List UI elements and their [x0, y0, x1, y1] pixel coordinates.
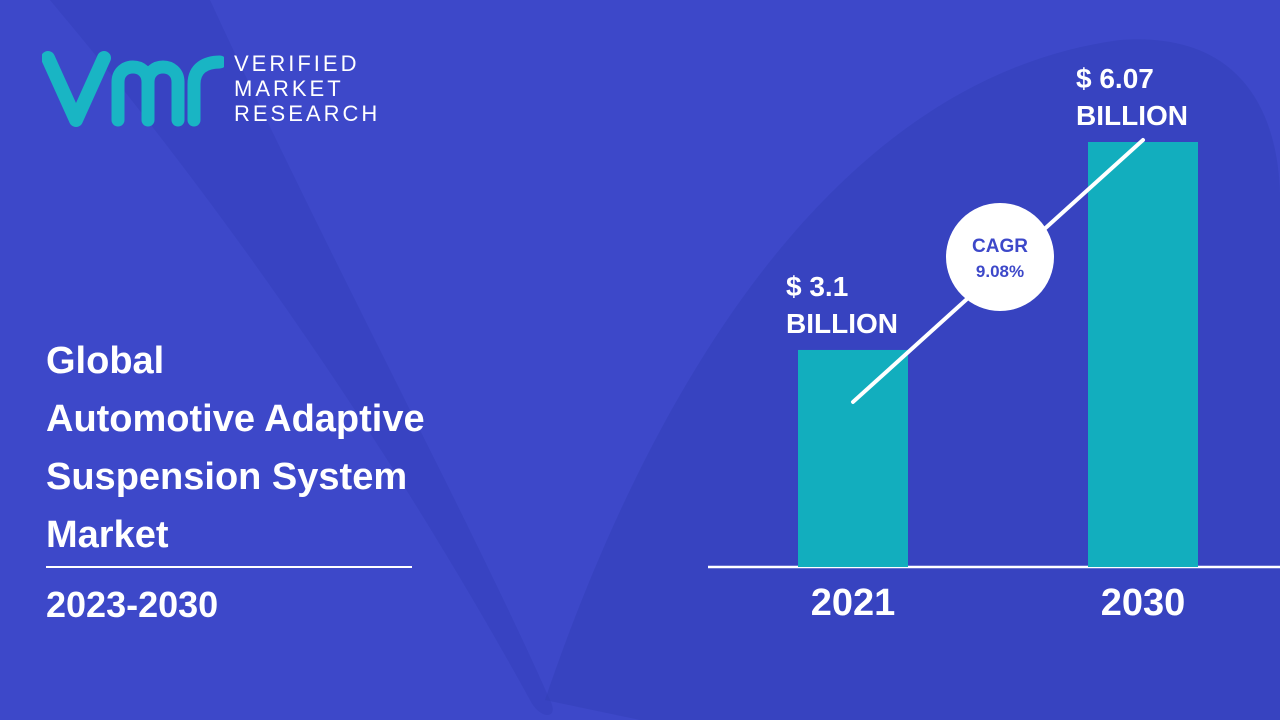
- bar-2021: [798, 349, 908, 567]
- vmr-logo-icon: [42, 51, 224, 127]
- cagr-value: 9.08%: [976, 262, 1024, 281]
- brand-line-1: VERIFIED: [234, 50, 360, 76]
- brand-line-2: MARKET: [234, 75, 344, 101]
- cagr-badge: [946, 203, 1054, 311]
- brand-logo: VERIFIED MARKET RESEARCH: [42, 48, 380, 128]
- brand-line-3: RESEARCH: [234, 100, 381, 126]
- data-label-unit-2021: BILLION: [786, 308, 898, 339]
- data-label-value-2021: $ 3.1: [786, 271, 848, 302]
- title-line-3: Suspension System: [46, 456, 408, 498]
- title-divider: [46, 566, 412, 568]
- report-title: Global Automotive Adaptive Suspension Sy…: [46, 332, 425, 564]
- cagr-label: CAGR: [972, 236, 1028, 257]
- x-tick-label-2021: 2021: [811, 582, 896, 624]
- x-tick-label-2030: 2030: [1101, 582, 1186, 624]
- title-line-2: Automotive Adaptive: [46, 398, 425, 440]
- forecast-period: 2023-2030: [46, 584, 219, 625]
- data-label-value-2030: $ 6.07: [1076, 63, 1154, 94]
- bar-2030: [1088, 142, 1198, 567]
- title-line-4: Market: [46, 514, 169, 556]
- brand-name: VERIFIED MARKET RESEARCH: [234, 51, 380, 126]
- title-line-1: Global: [46, 340, 165, 382]
- data-label-unit-2030: BILLION: [1076, 100, 1188, 131]
